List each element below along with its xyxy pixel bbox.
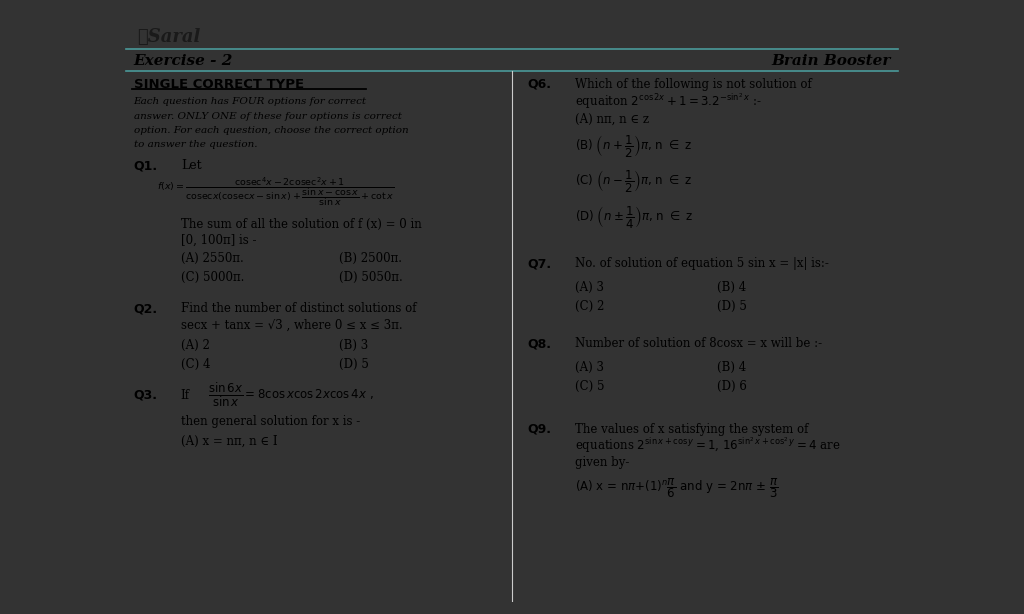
Text: (D) 5: (D) 5 (717, 300, 746, 313)
Text: Which of the following is not solution of: Which of the following is not solution o… (575, 78, 812, 91)
Text: Let: Let (181, 159, 202, 172)
Text: equaiton $2^{\cos 2x}+1=3.2^{-\sin^2 x}$ :-: equaiton $2^{\cos 2x}+1=3.2^{-\sin^2 x}$… (575, 91, 762, 111)
Text: Q2.: Q2. (133, 302, 158, 315)
Text: Q8.: Q8. (527, 337, 552, 350)
Text: Exercise - 2: Exercise - 2 (133, 53, 232, 68)
Text: (A) x = nπ, n ∈ I: (A) x = nπ, n ∈ I (181, 435, 278, 448)
Text: (D) $\left(n\pm\dfrac{1}{4}\right)\pi$, n $\in$ z: (D) $\left(n\pm\dfrac{1}{4}\right)\pi$, … (575, 204, 693, 230)
Text: to answer the question.: to answer the question. (133, 140, 257, 149)
Text: equations $2^{\sin x+\cos y}=1$, $16^{\sin^2 x+\cos^2 y}=4$ are: equations $2^{\sin x+\cos y}=1$, $16^{\s… (575, 436, 841, 456)
Text: Q7.: Q7. (527, 257, 552, 271)
Text: (C) 5000π.: (C) 5000π. (181, 271, 244, 284)
Text: then general solution for x is -: then general solution for x is - (181, 416, 360, 429)
Text: (B) 4: (B) 4 (717, 360, 746, 374)
Text: No. of solution of equation 5 sin x = |x| is:-: No. of solution of equation 5 sin x = |x… (575, 257, 829, 271)
Text: Q1.: Q1. (133, 159, 158, 172)
Text: (B) 4: (B) 4 (717, 281, 746, 294)
Text: Each question has FOUR options for correct: Each question has FOUR options for corre… (133, 98, 367, 106)
Text: (D) 5050π.: (D) 5050π. (339, 271, 402, 284)
Text: (A) 3: (A) 3 (575, 360, 604, 374)
Text: Q9.: Q9. (527, 422, 552, 435)
Text: (A) 2550π.: (A) 2550π. (181, 252, 244, 265)
Text: secx + tanx = √3 , where 0 ≤ x ≤ 3π.: secx + tanx = √3 , where 0 ≤ x ≤ 3π. (181, 319, 402, 332)
Text: (A) x = n$\pi$+$(1)^n\dfrac{\pi}{6}$ and y = 2n$\pi$ $\pm$ $\dfrac{\pi}{3}$: (A) x = n$\pi$+$(1)^n\dfrac{\pi}{6}$ and… (575, 476, 778, 500)
Text: (A) 2: (A) 2 (181, 339, 210, 352)
Text: (A) nπ, n ∈ z: (A) nπ, n ∈ z (575, 113, 649, 126)
Text: Brain Booster: Brain Booster (771, 53, 891, 68)
Text: Find the number of distinct solutions of: Find the number of distinct solutions of (181, 302, 417, 315)
Text: The sum of all the solution of f (x) = 0 in: The sum of all the solution of f (x) = 0… (181, 218, 422, 231)
Text: answer. ONLY ONE of these four options is correct: answer. ONLY ONE of these four options i… (133, 112, 401, 120)
Text: (D) 6: (D) 6 (717, 379, 746, 392)
Text: $f(x) = \dfrac{\mathrm{cosec}^4x - 2\mathrm{cosec}^2x + 1}{\mathrm{cosec}x(\math: $f(x) = \dfrac{\mathrm{cosec}^4x - 2\mat… (158, 176, 394, 208)
Text: $\dfrac{\sin 6x}{\sin x} = 8\cos x\cos 2x\cos 4x$ ,: $\dfrac{\sin 6x}{\sin x} = 8\cos x\cos 2… (209, 381, 374, 410)
Text: [0, 100π] is -: [0, 100π] is - (181, 233, 256, 246)
Text: The values of x satisfying the system of: The values of x satisfying the system of (575, 422, 809, 435)
Text: (C) 4: (C) 4 (181, 358, 210, 371)
Text: (B) 2500π.: (B) 2500π. (339, 252, 401, 265)
Text: Trigonometric Equation: Trigonometric Equation (761, 32, 891, 42)
Text: (C) $\left(n-\dfrac{1}{2}\right)\pi$, n $\in$ z: (C) $\left(n-\dfrac{1}{2}\right)\pi$, n … (575, 168, 692, 195)
Text: (C) 2: (C) 2 (575, 300, 604, 313)
Text: Number of solution of 8cosx = x will be :-: Number of solution of 8cosx = x will be … (575, 337, 822, 350)
Text: (C) 5: (C) 5 (575, 379, 604, 392)
Text: SINGLE CORRECT TYPE: SINGLE CORRECT TYPE (133, 78, 304, 91)
Text: Q3.: Q3. (133, 389, 158, 402)
Text: Q6.: Q6. (527, 78, 552, 91)
Text: ★Saral: ★Saral (137, 28, 201, 46)
Text: (B) $\left(n+\dfrac{1}{2}\right)\pi$, n $\in$ z: (B) $\left(n+\dfrac{1}{2}\right)\pi$, n … (575, 133, 692, 159)
Text: (A) 3: (A) 3 (575, 281, 604, 294)
Text: If: If (181, 389, 189, 402)
Text: (B) 3: (B) 3 (339, 339, 368, 352)
Text: option. For each question, choose the correct option: option. For each question, choose the co… (133, 126, 409, 134)
Text: given by-: given by- (575, 456, 630, 468)
Text: (D) 5: (D) 5 (339, 358, 369, 371)
